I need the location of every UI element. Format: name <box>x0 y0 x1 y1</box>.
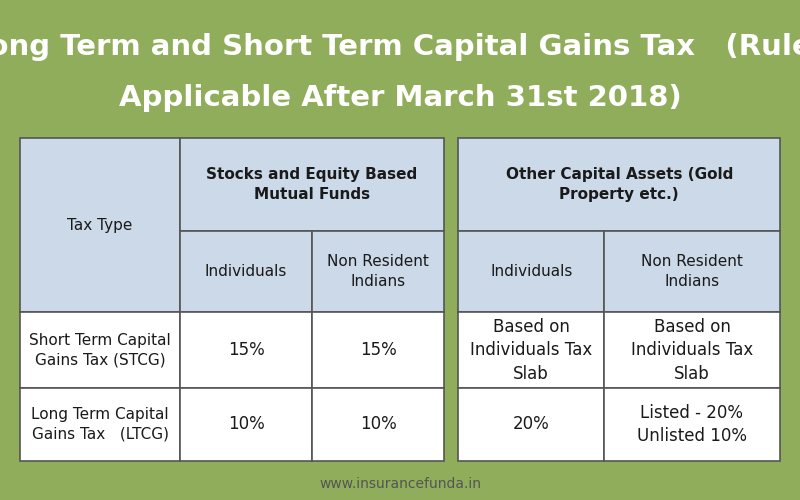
Text: Long Term Capital
Gains Tax   (LTCG): Long Term Capital Gains Tax (LTCG) <box>31 407 169 442</box>
FancyBboxPatch shape <box>180 312 312 388</box>
FancyBboxPatch shape <box>458 312 604 388</box>
Text: Short Term Capital
Gains Tax (STCG): Short Term Capital Gains Tax (STCG) <box>29 333 171 368</box>
FancyBboxPatch shape <box>312 312 444 388</box>
Text: Individuals: Individuals <box>205 264 287 279</box>
FancyBboxPatch shape <box>312 231 444 312</box>
Text: Other Capital Assets (Gold
Property etc.): Other Capital Assets (Gold Property etc.… <box>506 167 733 202</box>
Text: Applicable After March 31st 2018): Applicable After March 31st 2018) <box>118 84 682 112</box>
Text: Individuals: Individuals <box>490 264 572 279</box>
Text: 15%: 15% <box>360 342 396 359</box>
Text: Stocks and Equity Based
Mutual Funds: Stocks and Equity Based Mutual Funds <box>206 167 418 202</box>
FancyBboxPatch shape <box>604 231 780 312</box>
Text: Based on
Individuals Tax
Slab: Based on Individuals Tax Slab <box>631 318 753 383</box>
Text: 15%: 15% <box>228 342 264 359</box>
FancyBboxPatch shape <box>20 138 180 312</box>
FancyBboxPatch shape <box>604 312 780 388</box>
Text: www.insurancefunda.in: www.insurancefunda.in <box>319 477 481 491</box>
Text: Listed - 20%
Unlisted 10%: Listed - 20% Unlisted 10% <box>637 404 747 445</box>
FancyBboxPatch shape <box>458 138 780 231</box>
FancyBboxPatch shape <box>180 388 312 460</box>
FancyBboxPatch shape <box>20 388 180 460</box>
FancyBboxPatch shape <box>458 388 604 460</box>
Text: 10%: 10% <box>360 416 396 434</box>
Text: Tax Type: Tax Type <box>67 218 133 232</box>
Text: Non Resident
Indians: Non Resident Indians <box>327 254 429 289</box>
Text: 20%: 20% <box>513 416 550 434</box>
FancyBboxPatch shape <box>604 388 780 460</box>
Text: 10%: 10% <box>228 416 264 434</box>
FancyBboxPatch shape <box>180 231 312 312</box>
Text: Non Resident
Indians: Non Resident Indians <box>641 254 743 289</box>
Text: Based on
Individuals Tax
Slab: Based on Individuals Tax Slab <box>470 318 592 383</box>
FancyBboxPatch shape <box>20 312 180 388</box>
Text: Long Term and Short Term Capital Gains Tax   (Rules: Long Term and Short Term Capital Gains T… <box>0 33 800 61</box>
FancyBboxPatch shape <box>458 231 604 312</box>
FancyBboxPatch shape <box>180 138 444 231</box>
FancyBboxPatch shape <box>312 388 444 460</box>
